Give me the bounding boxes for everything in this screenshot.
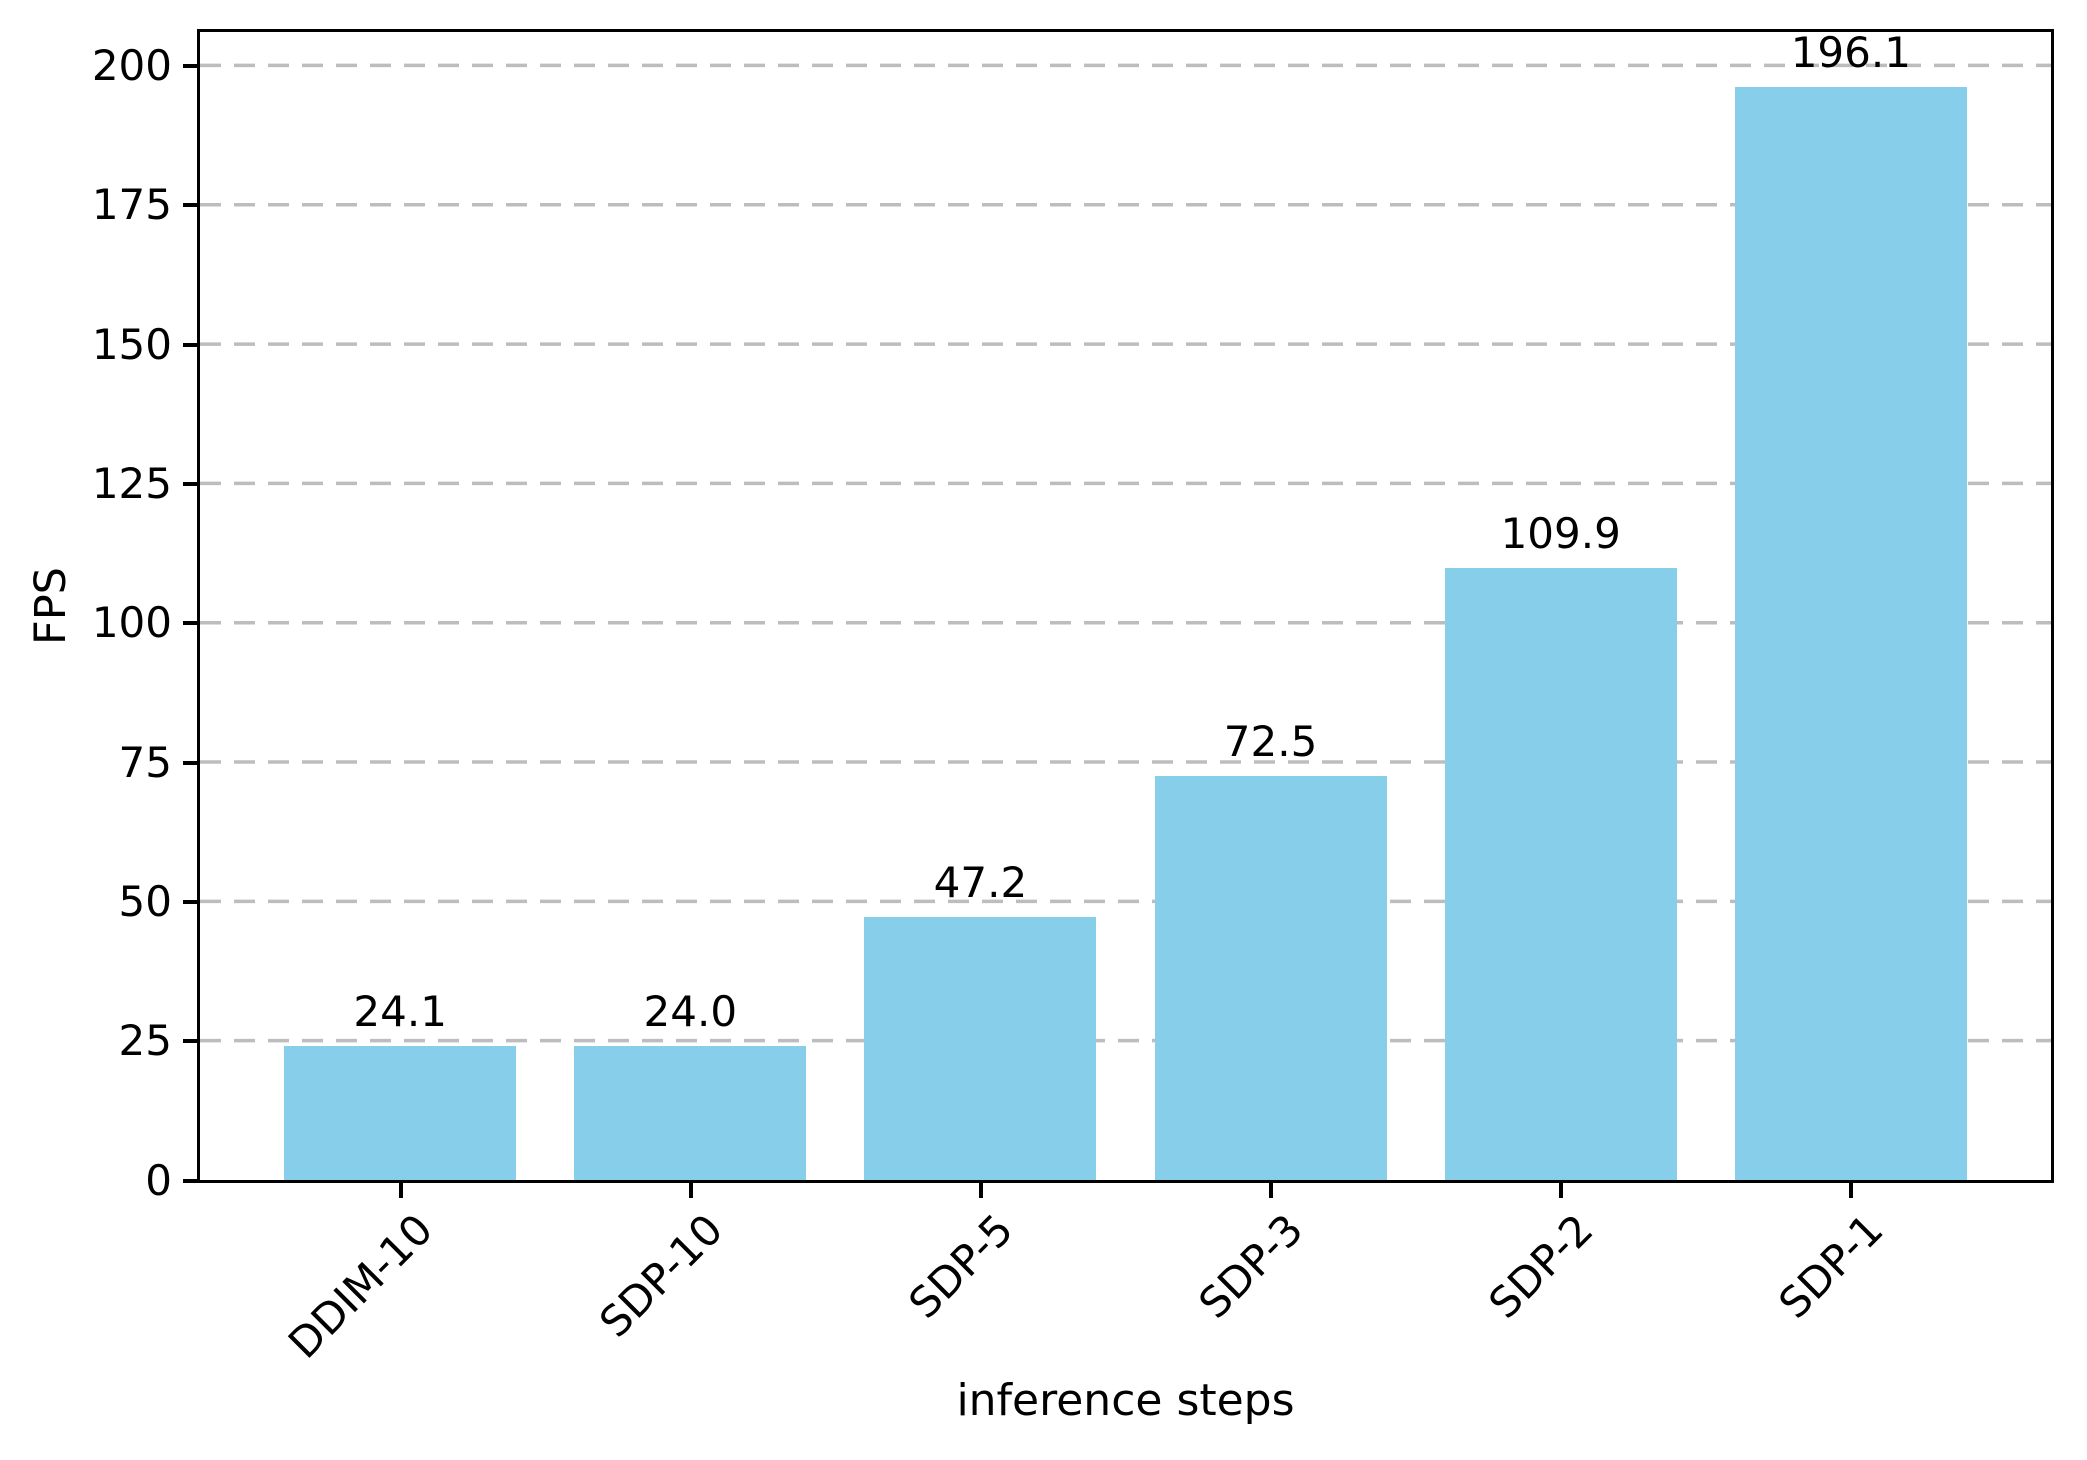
bar-value-label: 196.1 — [1790, 28, 1911, 78]
bar-sdp-10 — [574, 1046, 807, 1180]
y-tick — [183, 481, 197, 486]
x-tick-label: SDP-3 — [1189, 1204, 1313, 1328]
y-tick — [183, 760, 197, 765]
bar-value-label: 24.1 — [353, 986, 447, 1036]
y-tick-label: 75 — [118, 737, 172, 787]
y-tick — [183, 621, 197, 626]
y-tick-label: 150 — [91, 319, 172, 369]
x-tick-label: SDP-2 — [1479, 1204, 1603, 1328]
x-tick — [978, 1183, 983, 1198]
bar-value-label: 109.9 — [1500, 508, 1621, 558]
y-tick — [183, 203, 197, 208]
x-tick-label: SDP-5 — [898, 1204, 1023, 1328]
y-tick-label: 25 — [118, 1016, 172, 1066]
bar-value-label: 47.2 — [933, 857, 1028, 907]
y-tick-label: 0 — [145, 1155, 172, 1205]
y-tick-label: 125 — [91, 458, 172, 508]
x-tick-label: SDP-1 — [1769, 1204, 1893, 1328]
x-tick-label: SDP-10 — [589, 1204, 733, 1347]
y-tick-label: 175 — [91, 180, 172, 230]
bar-value-label: 72.5 — [1223, 716, 1318, 766]
x-tick — [1269, 1183, 1274, 1198]
x-tick — [1559, 1183, 1564, 1198]
y-tick — [183, 899, 197, 904]
x-tick — [688, 1183, 693, 1198]
plot-area: 24.1 24.0 47.2 72.5 109.9 196.1 — [197, 29, 2054, 1183]
x-tick-label: DDIM-10 — [278, 1204, 442, 1368]
y-tick — [183, 342, 197, 347]
y-tick-label: 100 — [91, 598, 172, 648]
bar-sdp-2 — [1444, 567, 1677, 1180]
y-tick — [183, 63, 197, 68]
y-tick — [183, 1039, 197, 1044]
x-tick — [398, 1183, 403, 1198]
x-axis-label: inference steps — [956, 1375, 1295, 1426]
bar-sdp-1 — [1734, 87, 1967, 1180]
bar-sdp-3 — [1154, 775, 1387, 1180]
bar-value-label: 24.0 — [643, 987, 738, 1037]
bar-sdp-5 — [864, 916, 1097, 1180]
y-tick-label: 200 — [91, 40, 172, 90]
y-tick — [183, 1178, 197, 1183]
x-tick — [1849, 1183, 1854, 1198]
bar-ddim-10 — [284, 1045, 517, 1180]
y-tick-label: 50 — [118, 876, 172, 926]
